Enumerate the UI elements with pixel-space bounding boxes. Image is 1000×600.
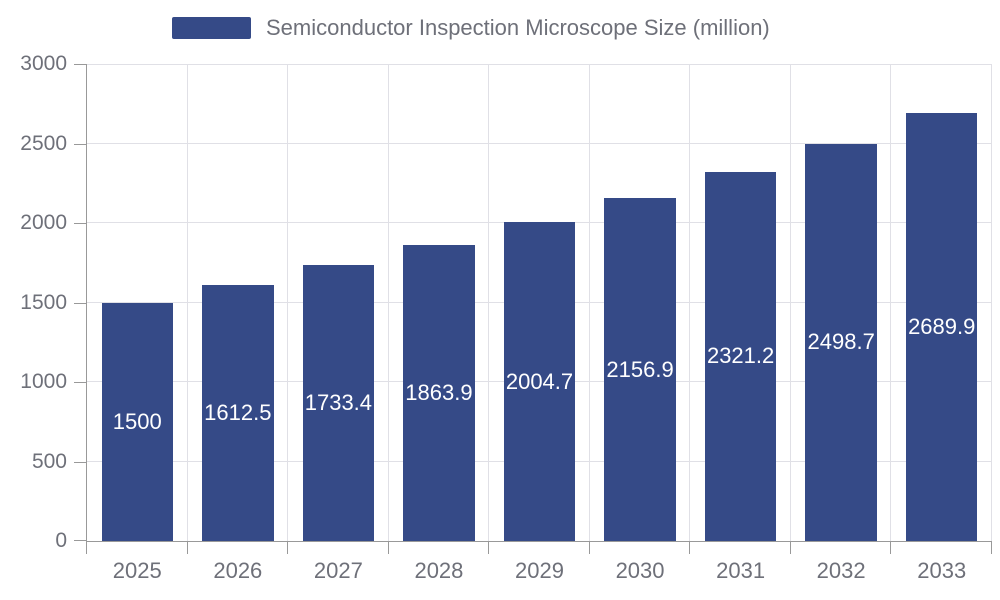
- y-axis-tick-label: 3000: [20, 52, 67, 75]
- plot-area: 0 500 1000 1500 2000 2500 3000 2025 2026 2027 2028…: [20, 52, 992, 583]
- bar: [906, 113, 978, 541]
- bar: [604, 198, 676, 541]
- y-axis-line: [86, 64, 87, 541]
- bar: [704, 171, 777, 541]
- x-axis-tick-label: 2033: [917, 558, 967, 583]
- x-axis-tick-label: 2031: [716, 558, 766, 583]
- x-axis-tick: [387, 542, 389, 554]
- y-axis-tick: [74, 143, 86, 145]
- x-axis-tick: [689, 542, 691, 554]
- y-axis-tick: [74, 302, 86, 304]
- x-axis-tick: [789, 542, 791, 554]
- x-gridline: [991, 64, 992, 541]
- x-gridline: [689, 64, 691, 541]
- x-gridline: [789, 64, 791, 541]
- y-gridline: [87, 64, 992, 65]
- y-axis-tick: [74, 223, 86, 224]
- x-gridline: [488, 64, 490, 541]
- x-gridline: [387, 64, 389, 541]
- y-axis-tick: [74, 540, 86, 541]
- x-axis-tick: [890, 542, 892, 554]
- x-axis-tick: [86, 542, 87, 554]
- y-axis-tick: [74, 64, 86, 65]
- y-axis-tick-label: 0: [55, 529, 67, 552]
- legend-swatch: [172, 17, 251, 39]
- bar: [503, 222, 576, 541]
- x-axis-tick-label: 2028: [414, 558, 464, 583]
- x-gridline: [287, 64, 289, 541]
- x-axis-tick-label: 2029: [515, 558, 564, 583]
- y-gridline: [87, 142, 992, 144]
- x-gridline: [890, 64, 892, 541]
- x-axis-tick-label: 2032: [816, 558, 866, 583]
- bar: [101, 302, 173, 541]
- x-axis-tick: [287, 542, 289, 554]
- y-axis-tick: [74, 382, 86, 383]
- bar: [805, 143, 877, 541]
- legend-label: Semiconductor Inspection Microscope Size…: [266, 15, 770, 40]
- bar: [403, 244, 475, 541]
- bar: [302, 265, 375, 541]
- y-axis-tick-label: 1500: [20, 290, 67, 314]
- chart-legend-item[interactable]: Semiconductor Inspection Microscope Size…: [172, 15, 770, 41]
- y-axis-tick-label: 2500: [20, 131, 67, 155]
- x-axis-tick: [186, 542, 188, 554]
- y-axis-tick-label: 1000: [20, 370, 67, 393]
- x-axis-line: [86, 541, 992, 542]
- y-axis-tick-label: 500: [31, 449, 67, 473]
- x-gridline: [186, 64, 188, 541]
- bar: [202, 284, 274, 541]
- x-axis-tick-label: 2026: [213, 558, 263, 583]
- x-axis-tick: [991, 542, 992, 554]
- y-axis-tick: [74, 461, 86, 463]
- x-axis-tick: [488, 542, 490, 554]
- x-axis-tick: [588, 542, 590, 554]
- x-axis-tick-label: 2030: [615, 558, 665, 583]
- x-axis-tick-label: 2027: [313, 558, 363, 583]
- x-gridline: [588, 64, 590, 541]
- x-axis-tick-label: 2025: [112, 558, 162, 583]
- y-axis-tick-label: 2000: [20, 211, 67, 234]
